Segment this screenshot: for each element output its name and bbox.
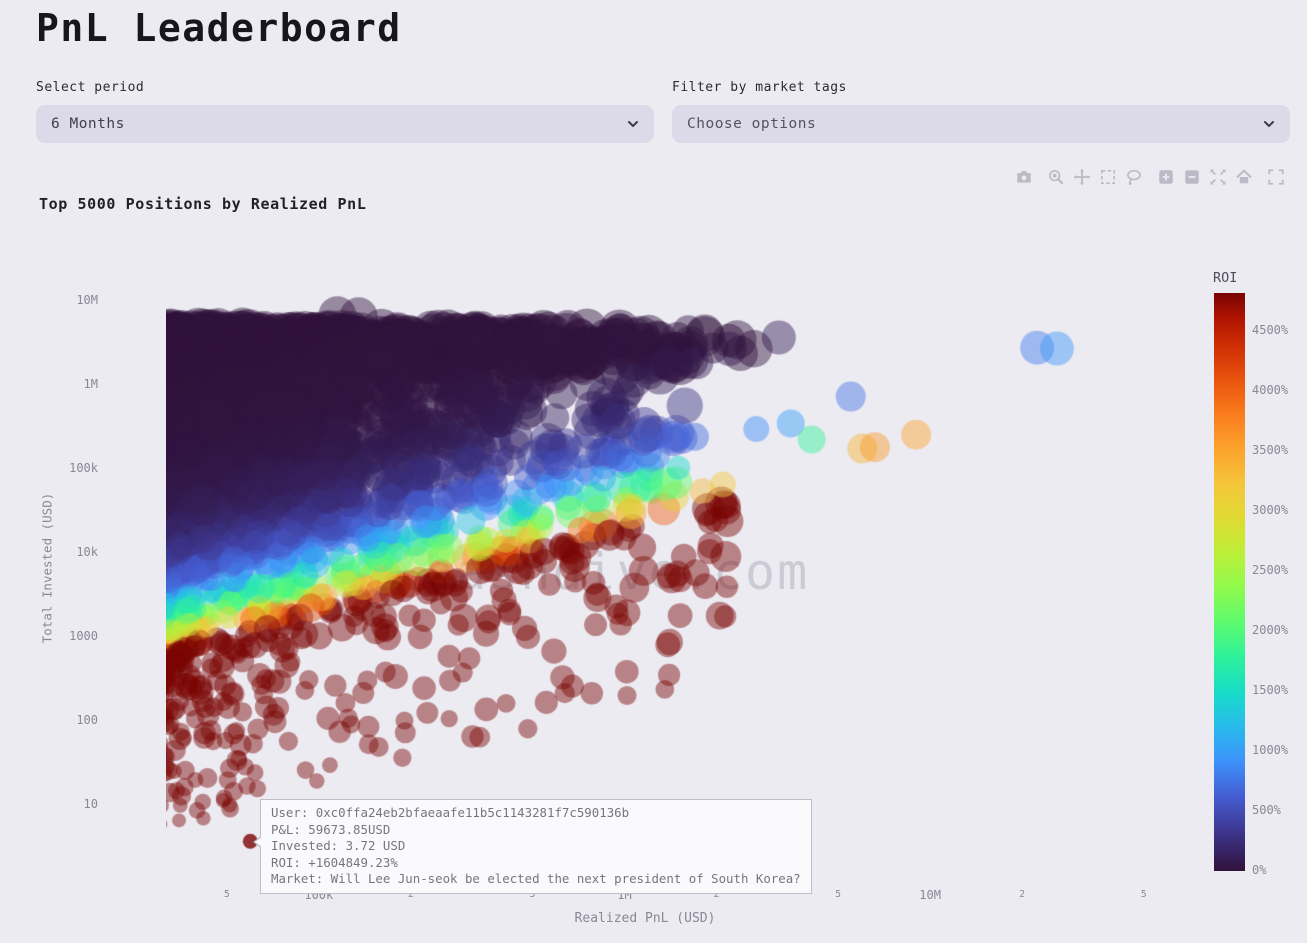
tooltip-roi-line: ROI: +1604849.23% — [271, 854, 398, 870]
tooltip-user-line: User: 0xc0ffa24eb2bfaeaafe11b5c1143281f7… — [271, 805, 630, 820]
colorbar-tick-label: 0% — [1252, 863, 1267, 877]
colorbar-tick-label: 1000% — [1252, 743, 1289, 758]
y-tick-label: 100 — [76, 713, 98, 728]
zoom-in-icon[interactable] — [1157, 168, 1175, 186]
period-filter-label: Select period — [36, 80, 145, 95]
tags-select[interactable]: Choose options — [672, 105, 1290, 143]
tags-select-value: Choose options — [687, 116, 817, 132]
x-tick-label: 2 — [713, 889, 720, 900]
colorbar-tick-label: 4500% — [1252, 323, 1289, 338]
autoscale-icon[interactable] — [1209, 168, 1227, 186]
y-tick-label: 10 — [83, 797, 98, 812]
period-select-value: 6 Months — [51, 116, 125, 132]
x-tick-label: 5 — [529, 889, 536, 900]
hover-tooltip: User: 0xc0ffa24eb2bfaeaafe11b5c1143281f7… — [253, 799, 812, 894]
x-tick-label: 5 — [223, 889, 230, 900]
x-tick-label: 5 — [1140, 889, 1147, 900]
colorbar-tick-label: 3500% — [1252, 443, 1289, 458]
colorbar-title: ROI — [1213, 270, 1238, 286]
x-tick-label: 2 — [1019, 889, 1025, 900]
page-title: PnL Leaderboard — [36, 6, 402, 50]
pan-icon[interactable] — [1073, 168, 1091, 186]
y-tick-label: 1M — [83, 377, 98, 392]
zoom-out-icon[interactable] — [1183, 168, 1201, 186]
y-tick-label: 1000 — [69, 629, 98, 644]
chevron-down-icon — [1261, 116, 1277, 132]
chevron-down-icon — [625, 116, 641, 132]
fullscreen-icon[interactable] — [1267, 168, 1285, 186]
colorbar-tick-label: 1500% — [1252, 683, 1289, 698]
y-tick-label: 10k — [76, 545, 98, 560]
tooltip-pnl-line: P&L: 59673.85USD — [271, 821, 391, 837]
home-icon[interactable] — [1235, 168, 1253, 186]
x-axis-title: Realized PnL (USD) — [574, 911, 716, 926]
period-select[interactable]: 6 Months — [36, 105, 654, 143]
lasso-select-icon[interactable] — [1125, 168, 1143, 186]
tooltip-market-line: Market: Will Lee Jun-seok be elected the… — [271, 871, 801, 887]
chart-title: Top 5000 Positions by Realized PnL — [39, 195, 367, 213]
colorbar-tick-label: 2500% — [1252, 563, 1289, 578]
colorbar-tick-label: 4000% — [1252, 383, 1289, 398]
box-select-icon[interactable] — [1099, 168, 1117, 186]
y-tick-label: 10M — [76, 293, 98, 308]
scatter-plot-canvas[interactable] — [166, 255, 1196, 885]
plotly-modebar — [1015, 168, 1285, 186]
zoom-icon[interactable] — [1047, 168, 1065, 186]
tags-filter-label: Filter by market tags — [672, 80, 847, 95]
camera-icon[interactable] — [1015, 168, 1033, 186]
colorbar-tick-label: 500% — [1252, 803, 1281, 818]
colorbar-tick-label: 2000% — [1252, 623, 1289, 638]
tooltip-invested-line: Invested: 3.72 USD — [271, 838, 406, 854]
x-tick-label: 5 — [835, 889, 841, 900]
y-tick-label: 100k — [69, 461, 98, 476]
colorbar-tick-label: 3000% — [1252, 503, 1289, 518]
x-tick-label: 10M — [919, 888, 941, 902]
x-tick-label: 2 — [407, 889, 414, 900]
y-axis-title: Total Invested (USD) — [39, 492, 55, 644]
roi-colorbar — [1214, 293, 1245, 871]
